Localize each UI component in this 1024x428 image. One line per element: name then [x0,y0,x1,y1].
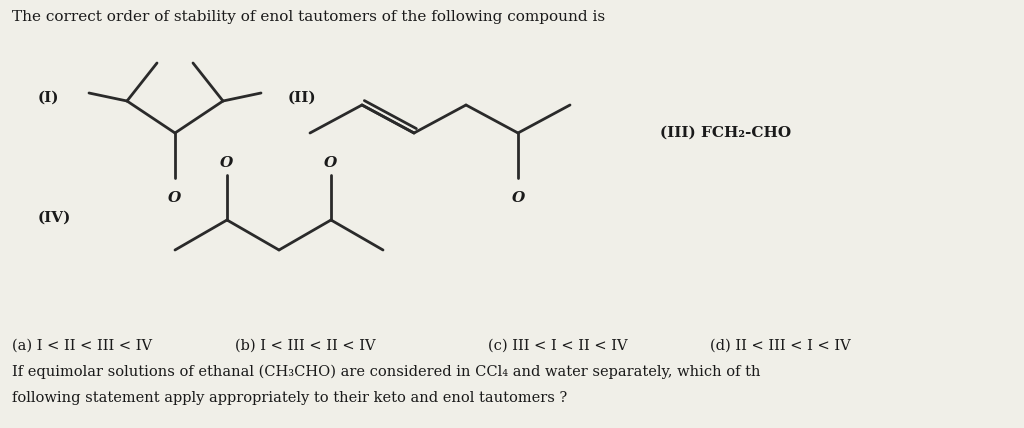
Text: (I): (I) [38,91,59,105]
Text: (II): (II) [288,91,316,105]
Text: If equimolar solutions of ethanal (CH₃CHO) are considered in CCl₄ and water sepa: If equimolar solutions of ethanal (CH₃CH… [12,365,761,379]
Text: (d) II < III < I < IV: (d) II < III < I < IV [710,339,851,353]
Text: O: O [325,156,338,170]
Text: following statement apply appropriately to their keto and enol tautomers ?: following statement apply appropriately … [12,391,567,405]
Text: (a) I < II < III < IV: (a) I < II < III < IV [12,339,153,353]
Text: The correct order of stability of enol tautomers of the following compound is: The correct order of stability of enol t… [12,10,605,24]
Text: (III) FCH₂-CHO: (III) FCH₂-CHO [660,126,792,140]
Text: O: O [511,191,524,205]
Text: (b) I < III < II < IV: (b) I < III < II < IV [234,339,376,353]
Text: (c) III < I < II < IV: (c) III < I < II < IV [488,339,628,353]
Text: O: O [220,156,233,170]
Text: O: O [168,191,181,205]
Text: (IV): (IV) [38,211,72,225]
